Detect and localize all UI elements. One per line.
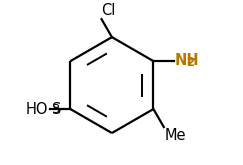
Text: Cl: Cl	[101, 2, 115, 17]
Text: NH: NH	[175, 53, 200, 68]
Text: Me: Me	[165, 128, 186, 143]
Text: 3: 3	[49, 103, 60, 115]
Text: 2: 2	[187, 56, 195, 69]
Text: S: S	[52, 101, 62, 116]
Text: HO: HO	[26, 101, 48, 116]
